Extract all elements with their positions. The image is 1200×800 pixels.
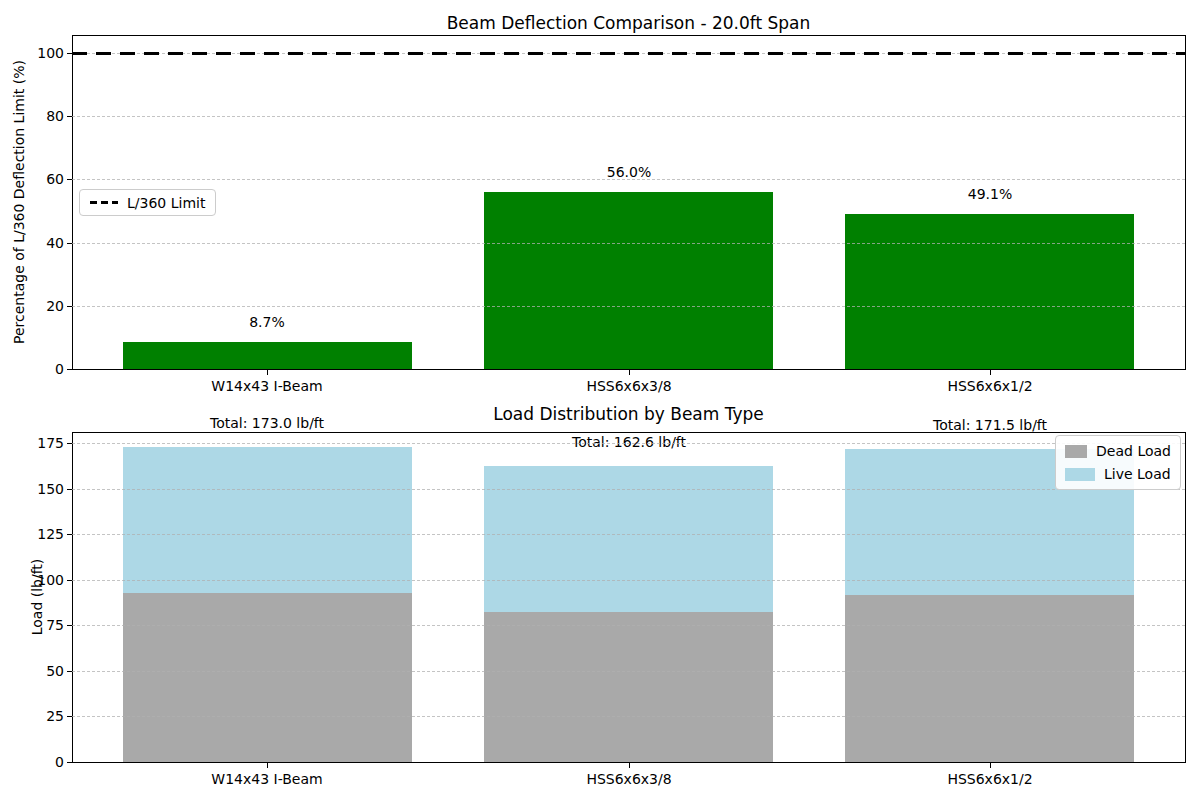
y-tick-label: 0 [18,754,64,770]
y-gridline [72,580,1185,581]
stacked-bar-segment-live-load [484,466,773,612]
y-tick-label: 40 [18,235,64,251]
total-load-label: Total: 173.0 lb/ft [157,415,377,431]
y-tick-mark [67,179,72,180]
y-tick-label: 175 [18,435,64,451]
live-load-legend-swatch [1065,468,1095,481]
y-gridline [72,716,1185,717]
stacked-bar-segment-dead-load [484,611,773,762]
x-tick-label: HSS6x6x3/8 [519,771,739,787]
legend-row-live-load: Live Load [1065,466,1171,482]
figure: Beam Deflection Comparison - 20.0ft Span… [0,0,1200,800]
legend-row-dead-load: Dead Load [1065,443,1171,459]
total-load-label: Total: 162.6 lb/ft [519,434,739,450]
y-tick-label: 25 [18,708,64,724]
x-tick-label: HSS6x6x3/8 [519,378,739,394]
stacked-bar-segment-dead-load [123,593,412,762]
y-gridline [72,489,1185,490]
x-tick-mark [990,763,991,768]
y-tick-mark [67,116,72,117]
l360-limit-reference-line [72,52,1185,55]
y-tick-label: 150 [18,481,64,497]
y-tick-label: 50 [18,663,64,679]
y-tick-mark [67,716,72,717]
x-tick-mark [629,370,630,375]
y-tick-mark [67,443,72,444]
dashed-line-legend-marker [90,201,118,204]
deflection-bar [845,214,1134,369]
y-gridline [72,625,1185,626]
y-tick-label: 60 [18,171,64,187]
x-tick-mark [990,370,991,375]
y-tick-label: 75 [18,617,64,633]
y-tick-mark [67,534,72,535]
y-gridline [72,534,1185,535]
y-tick-label: 80 [18,108,64,124]
y-tick-mark [67,671,72,672]
y-tick-mark [67,489,72,490]
legend-label-dead-load: Dead Load [1096,443,1171,459]
stacked-bar-segment-dead-load [845,595,1134,762]
total-load-label: Total: 171.5 lb/ft [880,417,1100,433]
y-gridline [72,306,1185,307]
y-tick-mark [67,625,72,626]
legend-label-live-load: Live Load [1104,466,1171,482]
x-tick-label: HSS6x6x1/2 [880,378,1100,394]
x-tick-label: HSS6x6x1/2 [880,771,1100,787]
y-gridline [72,179,1185,180]
bar-percentage-label: 56.0% [549,164,709,180]
y-tick-label: 125 [18,526,64,542]
x-tick-mark [629,763,630,768]
y-gridline [72,443,1185,444]
y-tick-label: 20 [18,298,64,314]
y-tick-mark [67,306,72,307]
deflection-bar [123,342,412,369]
y-tick-label: 0 [18,361,64,377]
x-tick-label: W14x43 I-Beam [157,378,377,394]
y-gridline [72,671,1185,672]
deflection-chart-legend: L/360 Limit [79,189,216,216]
deflection-chart-title: Beam Deflection Comparison - 20.0ft Span [72,14,1185,32]
x-tick-mark [267,370,268,375]
y-tick-mark [67,243,72,244]
bar-percentage-label: 49.1% [910,186,1070,202]
deflection-bar [484,192,773,369]
y-tick-mark [67,580,72,581]
y-tick-mark [67,369,72,370]
bar-percentage-label: 8.7% [187,314,347,330]
load-chart-legend: Dead Load Live Load [1055,435,1181,490]
x-tick-label: W14x43 I-Beam [157,771,377,787]
y-tick-label: 100 [18,45,64,61]
stacked-bar-segment-live-load [123,447,412,593]
dead-load-legend-swatch [1065,445,1087,458]
y-tick-mark [67,762,72,763]
x-tick-mark [267,763,268,768]
legend-label-l360-limit: L/360 Limit [127,195,205,211]
y-gridline [72,116,1185,117]
y-tick-label: 100 [18,572,64,588]
y-gridline [72,243,1185,244]
